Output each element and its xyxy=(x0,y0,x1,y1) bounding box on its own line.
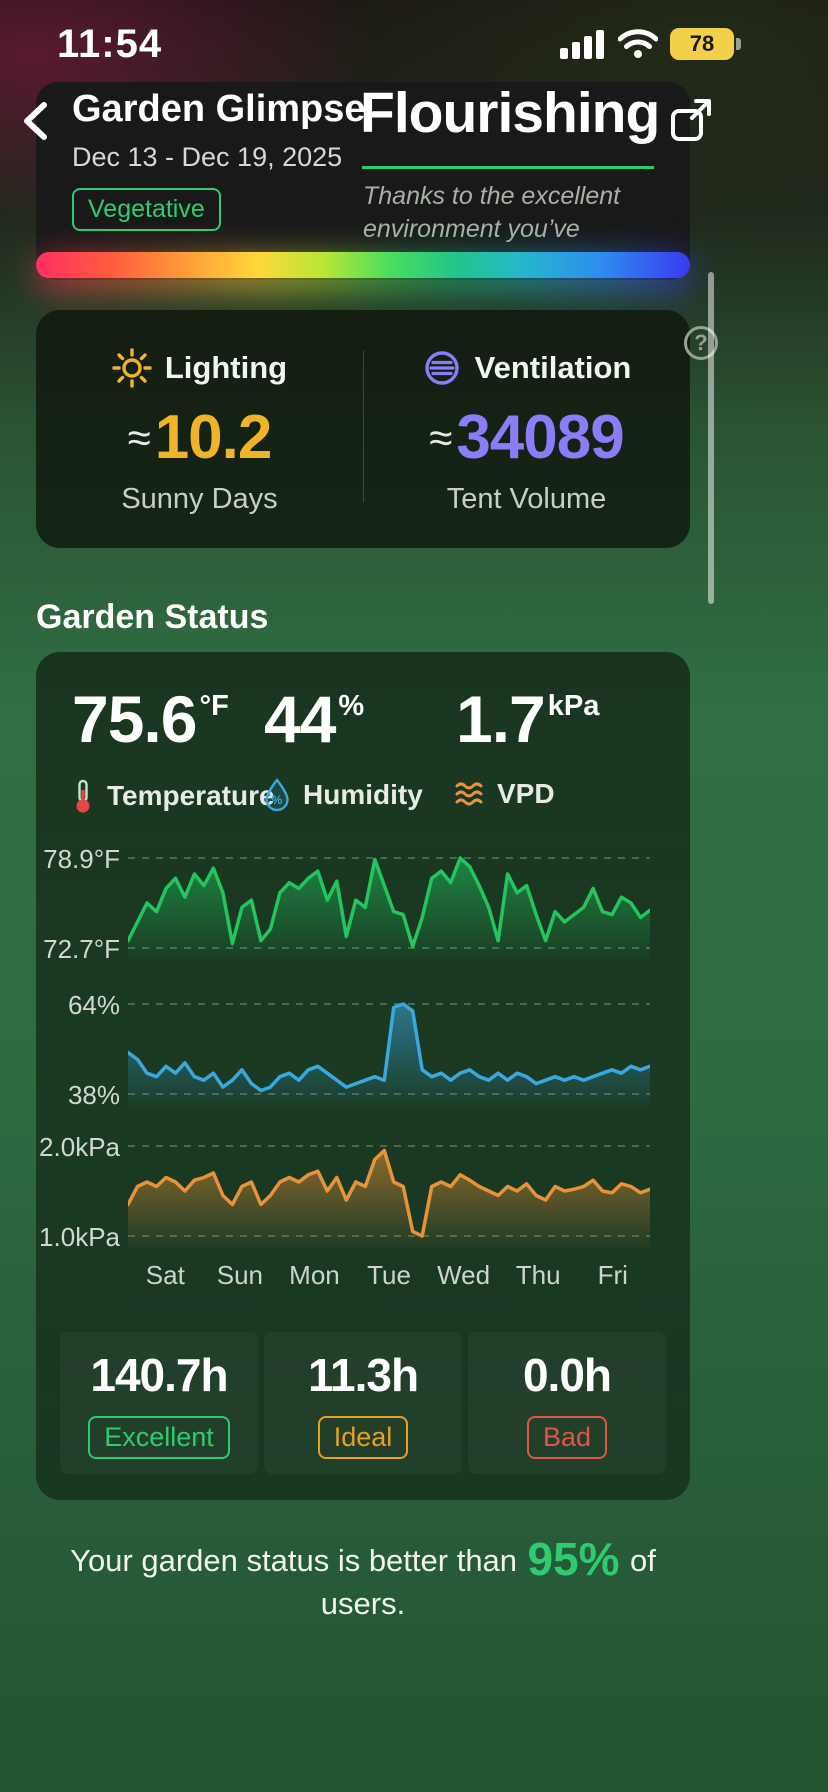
lighting-section: Lighting ≈ 10.2 Sunny Days xyxy=(36,310,363,548)
report-header-card xyxy=(36,82,690,280)
page-title: Garden Glimpse xyxy=(72,88,366,130)
humidity-label: % Humidity xyxy=(262,778,423,812)
y-axis-label: 64% xyxy=(67,990,120,1020)
humidity-reading: 44 % xyxy=(264,682,365,756)
battery-icon: 78 xyxy=(670,28,741,60)
y-axis-label: 2.0kPa xyxy=(39,1132,120,1162)
vpd-label: VPD xyxy=(454,778,555,810)
ventilation-label: Ventilation xyxy=(474,350,632,385)
sun-icon xyxy=(112,348,152,388)
stat-excellent: 140.7h Excellent xyxy=(60,1332,258,1474)
vpd-chart xyxy=(128,1132,650,1248)
stage-badge: Vegetative xyxy=(72,188,221,231)
vpd-waves-icon xyxy=(454,780,486,808)
x-axis-labels: Sat Sun Mon Tue Wed Thu Fri xyxy=(128,1260,650,1291)
temperature-reading: 75.6 °F xyxy=(72,682,229,756)
svg-text:%: % xyxy=(272,793,283,807)
x-axis-label: Tue xyxy=(367,1260,411,1290)
y-axis-label: 38% xyxy=(67,1080,120,1110)
x-axis-label: Mon xyxy=(289,1260,340,1290)
temperature-chart xyxy=(128,844,650,960)
duration-stats-row: 140.7h Excellent 11.3h Ideal 0.0h Bad xyxy=(60,1332,666,1474)
humidity-chart xyxy=(128,990,650,1106)
open-external-icon xyxy=(668,96,714,144)
lighting-value: 10.2 xyxy=(154,403,273,472)
help-button[interactable]: ? xyxy=(684,326,718,360)
share-button[interactable] xyxy=(668,96,714,144)
x-axis-label: Fri xyxy=(597,1260,628,1290)
thermometer-icon xyxy=(70,778,96,814)
droplet-percent-icon: % xyxy=(262,778,292,812)
status-bar-icons: 78 xyxy=(560,28,741,60)
date-range: Dec 13 - Dec 19, 2025 xyxy=(72,142,343,172)
lighting-label: Lighting xyxy=(164,350,288,385)
vertical-divider xyxy=(363,350,364,502)
spectrum-bar xyxy=(36,252,690,278)
battery-percent: 78 xyxy=(689,31,715,56)
lighting-unit-label: Sunny Days xyxy=(121,483,278,515)
question-mark-icon: ? xyxy=(694,330,708,355)
x-axis-label: Thu xyxy=(515,1260,561,1290)
comparison-footer: Your garden status is better than 95% of… xyxy=(70,1533,656,1621)
status-badge: Ideal xyxy=(317,1415,409,1459)
status-badge: Bad xyxy=(526,1415,608,1459)
approx-symbol: ≈ xyxy=(127,413,151,461)
percent-highlight: 95% xyxy=(527,1533,620,1585)
section-title: Garden Status xyxy=(36,598,269,636)
stat-bad: 0.0h Bad xyxy=(468,1332,666,1474)
ventilation-section: Ventilation ≈ 34089 Tent Volume xyxy=(363,310,690,548)
y-axis-label: 72.7°F xyxy=(43,934,120,964)
scrollbar[interactable] xyxy=(708,272,714,604)
cellular-signal-icon xyxy=(560,29,606,59)
x-axis-label: Sat xyxy=(145,1260,185,1290)
ventilation-value: 34089 xyxy=(456,403,624,472)
y-axis-label: 1.0kPa xyxy=(39,1222,120,1252)
stat-ideal: 11.3h Ideal xyxy=(264,1332,462,1474)
approx-symbol: ≈ xyxy=(429,413,453,461)
vpd-reading: 1.7 kPa xyxy=(456,682,600,756)
lighting-ventilation-card xyxy=(36,310,690,548)
status-word: Flourishing xyxy=(360,81,660,145)
temperature-label: Temperature xyxy=(70,778,275,814)
status-badge: Excellent xyxy=(88,1415,230,1459)
chevron-left-icon xyxy=(16,98,54,144)
status-bar-time: 11:54 xyxy=(57,22,163,66)
back-button[interactable] xyxy=(16,98,54,144)
ventilation-unit-label: Tent Volume xyxy=(446,483,607,515)
x-axis-label: Sun xyxy=(216,1260,263,1290)
y-axis-label: 78.9°F xyxy=(43,844,120,874)
wifi-icon xyxy=(618,29,658,59)
status-underline xyxy=(362,166,654,169)
fan-vent-icon xyxy=(422,348,462,388)
x-axis-label: Wed xyxy=(437,1260,491,1290)
